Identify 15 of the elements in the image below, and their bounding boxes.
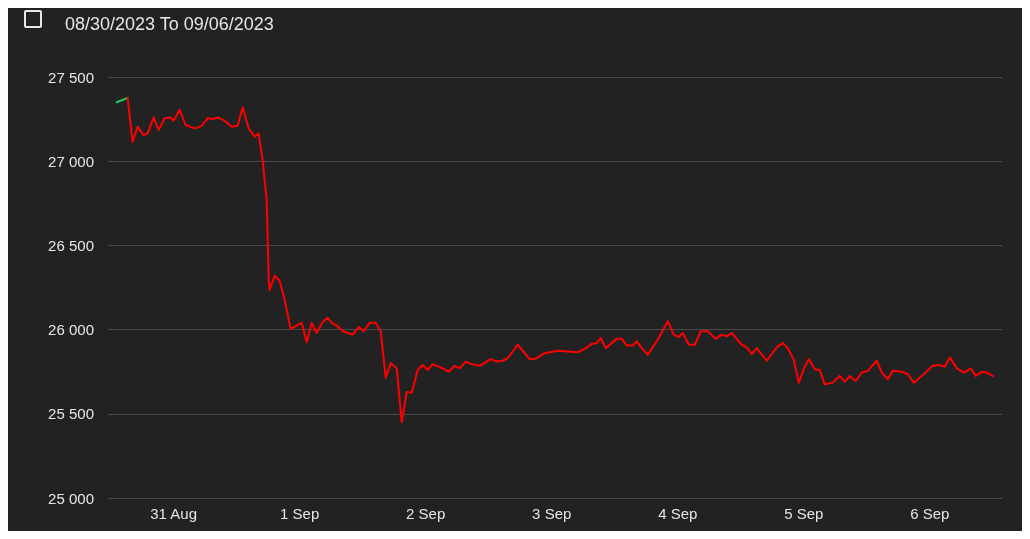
x-tick-label: 31 Aug bbox=[150, 505, 197, 522]
y-tick-label: 27 000 bbox=[48, 152, 94, 170]
chart-title: 08/30/2023 To 09/06/2023 bbox=[65, 14, 274, 34]
x-tick-label: 1 Sep bbox=[280, 505, 320, 522]
y-tick-label: 25 000 bbox=[48, 489, 94, 507]
x-tick-label: 4 Sep bbox=[658, 505, 698, 522]
x-tick-label: 5 Sep bbox=[784, 505, 824, 522]
y-tick-label: 25 500 bbox=[48, 405, 94, 423]
y-tick-label: 26 000 bbox=[48, 321, 94, 339]
x-tick-label: 2 Sep bbox=[406, 505, 446, 522]
y-tick-label: 27 500 bbox=[48, 68, 94, 86]
y-tick-label: 26 500 bbox=[48, 236, 94, 254]
line-series bbox=[126, 97, 994, 424]
x-tick-label: 6 Sep bbox=[910, 505, 950, 522]
x-tick-label: 3 Sep bbox=[532, 505, 572, 522]
